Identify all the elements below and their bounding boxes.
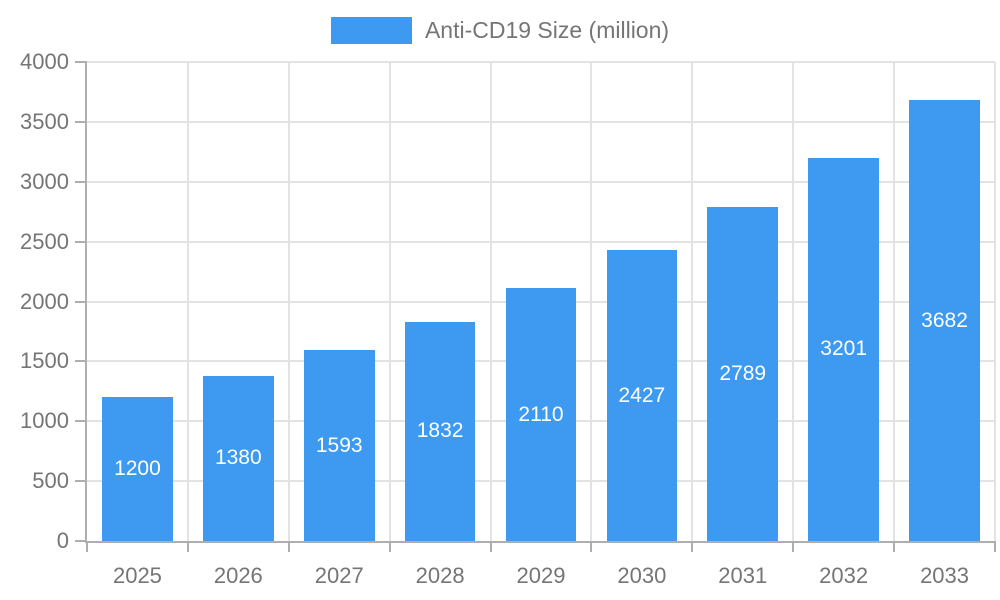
gridline-horizontal: [87, 240, 995, 243]
gridline-vertical: [186, 62, 189, 541]
bar-value-label: 1832: [416, 419, 464, 443]
y-axis-tick: [75, 300, 87, 303]
y-axis-label: 3000: [20, 168, 69, 194]
gridline-horizontal: [87, 120, 995, 123]
y-axis-label: 1000: [20, 408, 69, 434]
x-axis-tick: [489, 541, 492, 552]
bar-2032[interactable]: 3201: [808, 157, 879, 541]
x-axis-label: 2032: [819, 563, 869, 588]
bar-value-label: 1380: [214, 446, 262, 470]
y-axis-tick: [75, 420, 87, 423]
gridline-vertical: [287, 62, 290, 541]
gridline-horizontal: [87, 180, 995, 183]
plot-area: 0 500 1000 1500 2000 2500 3000 3500 4000 2025 1200…: [20, 49, 996, 588]
x-axis-tick: [86, 541, 88, 552]
y-axis-tick: [75, 480, 87, 483]
y-axis-label: 0: [56, 528, 69, 553]
y-axis-label: 4000: [20, 49, 69, 74]
x-axis-label: 2029: [516, 563, 566, 588]
legend-swatch-icon: [330, 17, 412, 44]
y-axis-tick: [75, 120, 87, 123]
bar-2029[interactable]: 2110: [505, 288, 577, 541]
legend[interactable]: Anti-CD19 Size (million): [0, 17, 1000, 44]
y-axis-tick: [75, 240, 87, 243]
gridline-vertical: [590, 62, 593, 541]
bar-value-label: 2427: [618, 383, 666, 407]
x-axis-label: 2033: [920, 563, 970, 588]
y-axis-tick: [75, 540, 87, 542]
bar-2026[interactable]: 1380: [203, 375, 274, 541]
bar-value-label: 1200: [114, 457, 161, 481]
bar-value-label: 2110: [518, 402, 564, 426]
x-axis-label: 2025: [112, 563, 162, 588]
y-axis-label: 1500: [20, 348, 69, 374]
x-axis-label: 2028: [415, 563, 465, 588]
x-axis-tick: [186, 541, 189, 552]
x-axis-tick: [994, 541, 996, 552]
x-axis-label: 2027: [314, 563, 364, 588]
bar-value-label: 3201: [820, 337, 867, 361]
x-axis-tick: [590, 541, 593, 552]
x-axis-tick: [792, 541, 795, 552]
gridline-vertical: [994, 62, 996, 541]
bar-2033[interactable]: 3682: [909, 100, 980, 541]
y-axis-label: 3500: [20, 108, 69, 134]
y-axis-label: 2500: [20, 228, 69, 254]
y-axis-tick: [75, 360, 87, 363]
y-axis-label: 500: [32, 468, 69, 494]
gridline-vertical: [489, 62, 492, 541]
gridline-horizontal: [87, 61, 995, 63]
y-axis-tick: [75, 61, 87, 63]
x-axis-tick: [691, 541, 694, 552]
x-axis-label: 2030: [617, 563, 667, 588]
x-axis-label: 2026: [213, 563, 263, 588]
y-axis-tick: [75, 180, 87, 183]
bar-2030[interactable]: 2427: [606, 250, 678, 541]
bar-2031[interactable]: 2789: [707, 207, 779, 541]
y-axis-label: 2000: [20, 288, 69, 314]
legend-label: Anti-CD19 Size (million): [424, 17, 670, 43]
x-axis-label: 2031: [718, 563, 768, 588]
bar-value-label: 2789: [719, 362, 767, 386]
bar-value-label: 3682: [921, 308, 968, 332]
gridline-vertical: [792, 62, 795, 541]
bar-2025[interactable]: 1200: [102, 397, 173, 541]
gridline-vertical: [691, 62, 694, 541]
gridline-vertical: [893, 62, 896, 541]
bar-value-label: 1593: [315, 433, 363, 457]
gridline-vertical: [388, 62, 391, 541]
x-axis-tick: [388, 541, 391, 552]
bar-2028[interactable]: 1832: [404, 321, 476, 541]
bar-2027[interactable]: 1593: [303, 350, 375, 541]
x-axis-tick: [893, 541, 896, 552]
x-axis-tick: [287, 541, 290, 552]
